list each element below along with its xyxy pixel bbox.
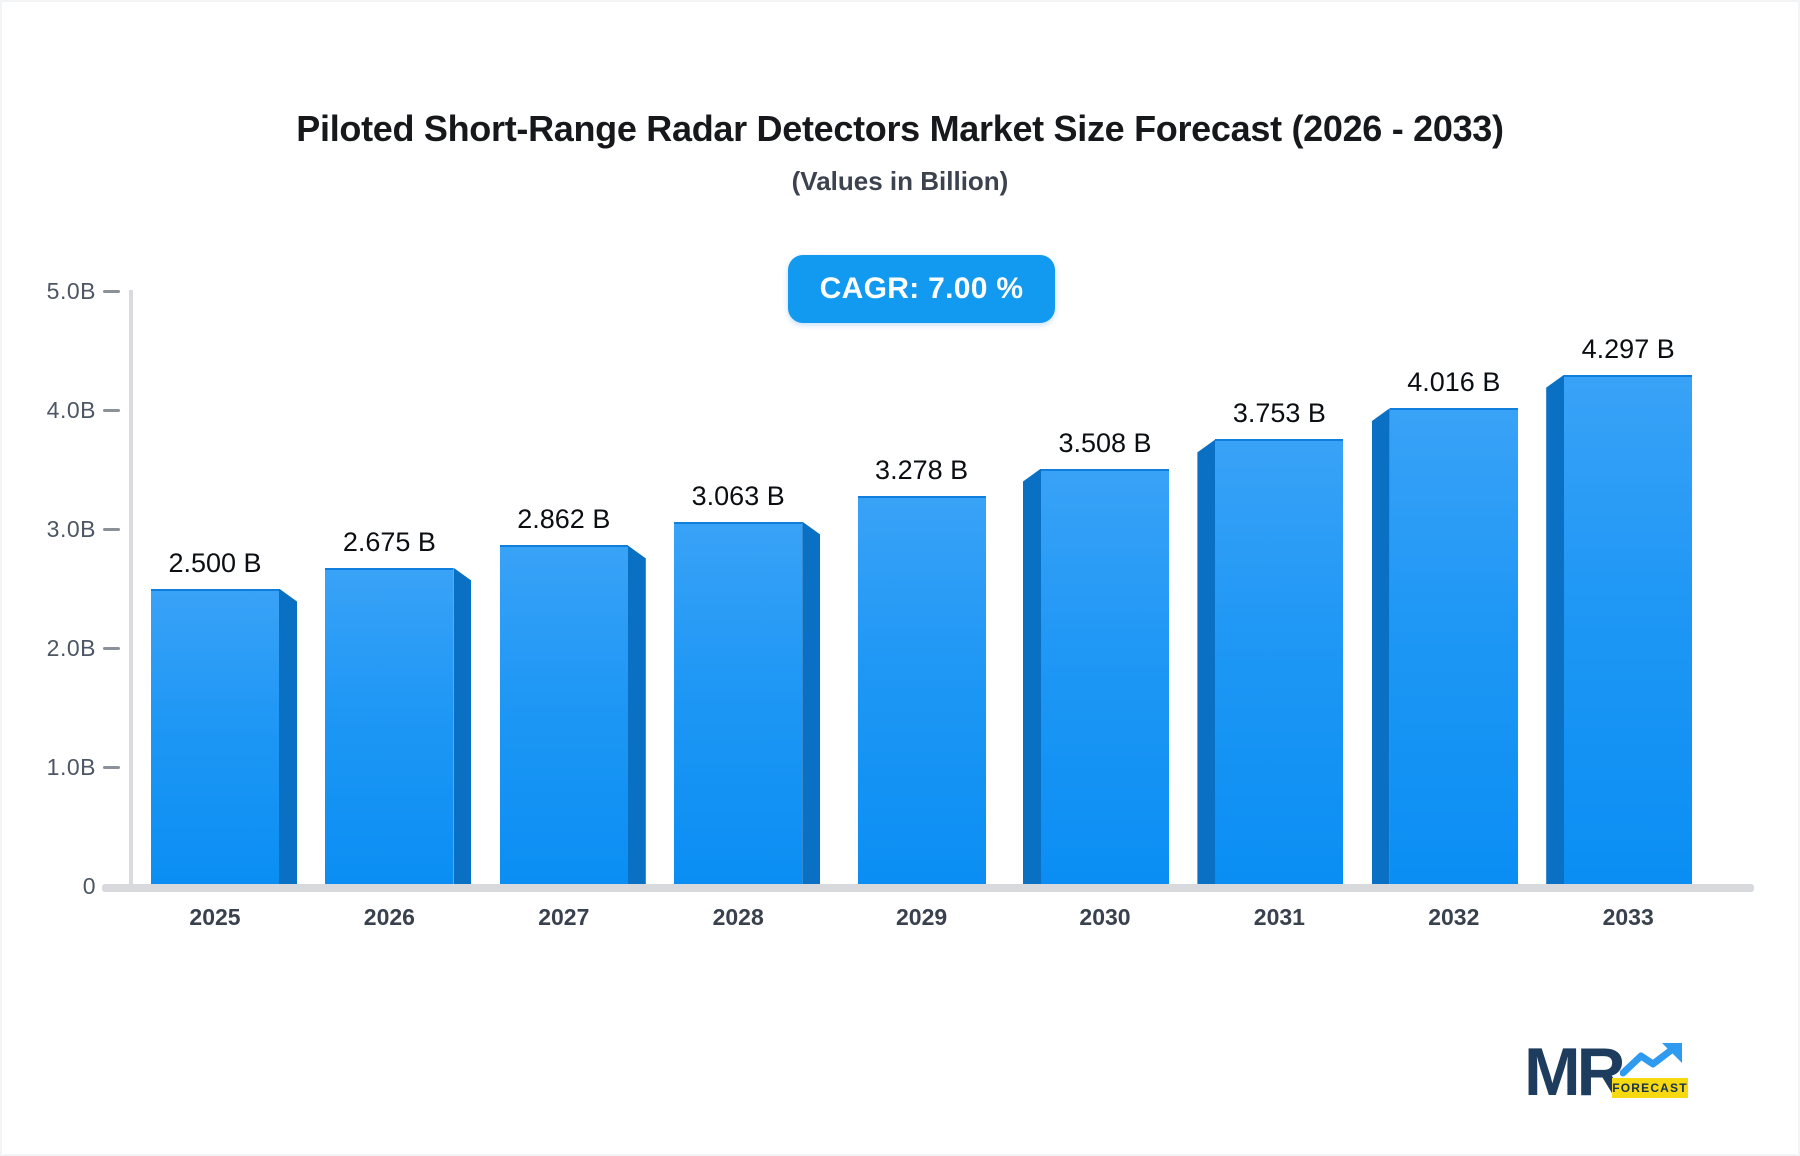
bar-value-label-2026: 2.675 B [342,526,436,557]
y-tick-mark [103,647,120,650]
cagr-badge-label: CAGR: 7.00 % [819,272,1024,305]
x-axis-line [102,884,1754,892]
bar-side-face-2026 [453,567,472,888]
bar-2025[interactable] [151,588,279,888]
y-tick-label: 2.0B [46,635,96,661]
bar-value-label-2030: 3.508 B [1058,427,1152,458]
bar-value-label-2025: 2.500 B [168,547,262,578]
bar-value-label-2028: 3.063 B [691,480,785,511]
y-tick-label: 5.0B [46,278,96,304]
x-tick-label-2031: 2031 [1253,904,1305,930]
x-tick-label-2033: 2033 [1602,904,1654,930]
logo-mr-text: MR [1524,1034,1626,1110]
bar-side-face-2028 [802,521,821,888]
bar-side-face-2025 [279,588,297,888]
bar-value-label-2033: 4.297 B [1581,333,1675,364]
bar-2030[interactable] [1041,468,1169,888]
bar-2033[interactable] [1564,374,1693,888]
y-axis-line [129,290,133,886]
bar-side-face-2031 [1197,439,1216,888]
bar-2026[interactable] [325,567,454,888]
y-tick-mark [103,290,120,293]
y-tick-label: 3.0B [46,516,96,542]
bar-side-face-2030 [1023,468,1041,888]
bar-2027[interactable] [499,545,628,888]
y-tick-mark [103,528,120,531]
mrforecast-logo: MR FORECAST [1524,1038,1690,1106]
x-tick-label-2025: 2025 [189,904,241,930]
x-tick-label-2027: 2027 [538,904,590,930]
bar-side-face-2032 [1371,408,1390,888]
bar-side-face-2027 [627,545,646,888]
y-tick-label: 4.0B [46,397,96,423]
x-tick-label-2026: 2026 [363,904,415,930]
logo-forecast-badge: FORECAST [1612,1078,1688,1098]
x-tick-label-2028: 2028 [712,904,764,930]
bar-value-label-2029: 3.278 B [875,454,969,485]
x-tick-label-2032: 2032 [1428,904,1480,930]
bar-2031[interactable] [1215,439,1344,888]
y-tick-mark [103,409,120,412]
y-tick-label: 0 [82,873,96,899]
bar-2028[interactable] [674,521,803,888]
y-tick-label: 1.0B [46,754,96,780]
bar-2029[interactable] [857,495,986,888]
chart-subtitle: (Values in Billion) [791,166,1009,196]
trend-arrow-icon [1620,1043,1682,1077]
cagr-badge: CAGR: 7.00 % [788,255,1055,323]
bar-2032[interactable] [1389,408,1518,888]
bar-value-label-2027: 2.862 B [517,504,611,535]
chart-title: Piloted Short-Range Radar Detectors Mark… [296,108,1504,149]
bar-value-label-2032: 4.016 B [1407,367,1501,398]
bar-value-label-2031: 3.753 B [1232,398,1326,429]
x-tick-label-2030: 2030 [1079,904,1131,930]
x-tick-label-2029: 2029 [896,904,948,930]
y-tick-mark [103,766,120,769]
bar-side-face-2033 [1546,374,1565,888]
